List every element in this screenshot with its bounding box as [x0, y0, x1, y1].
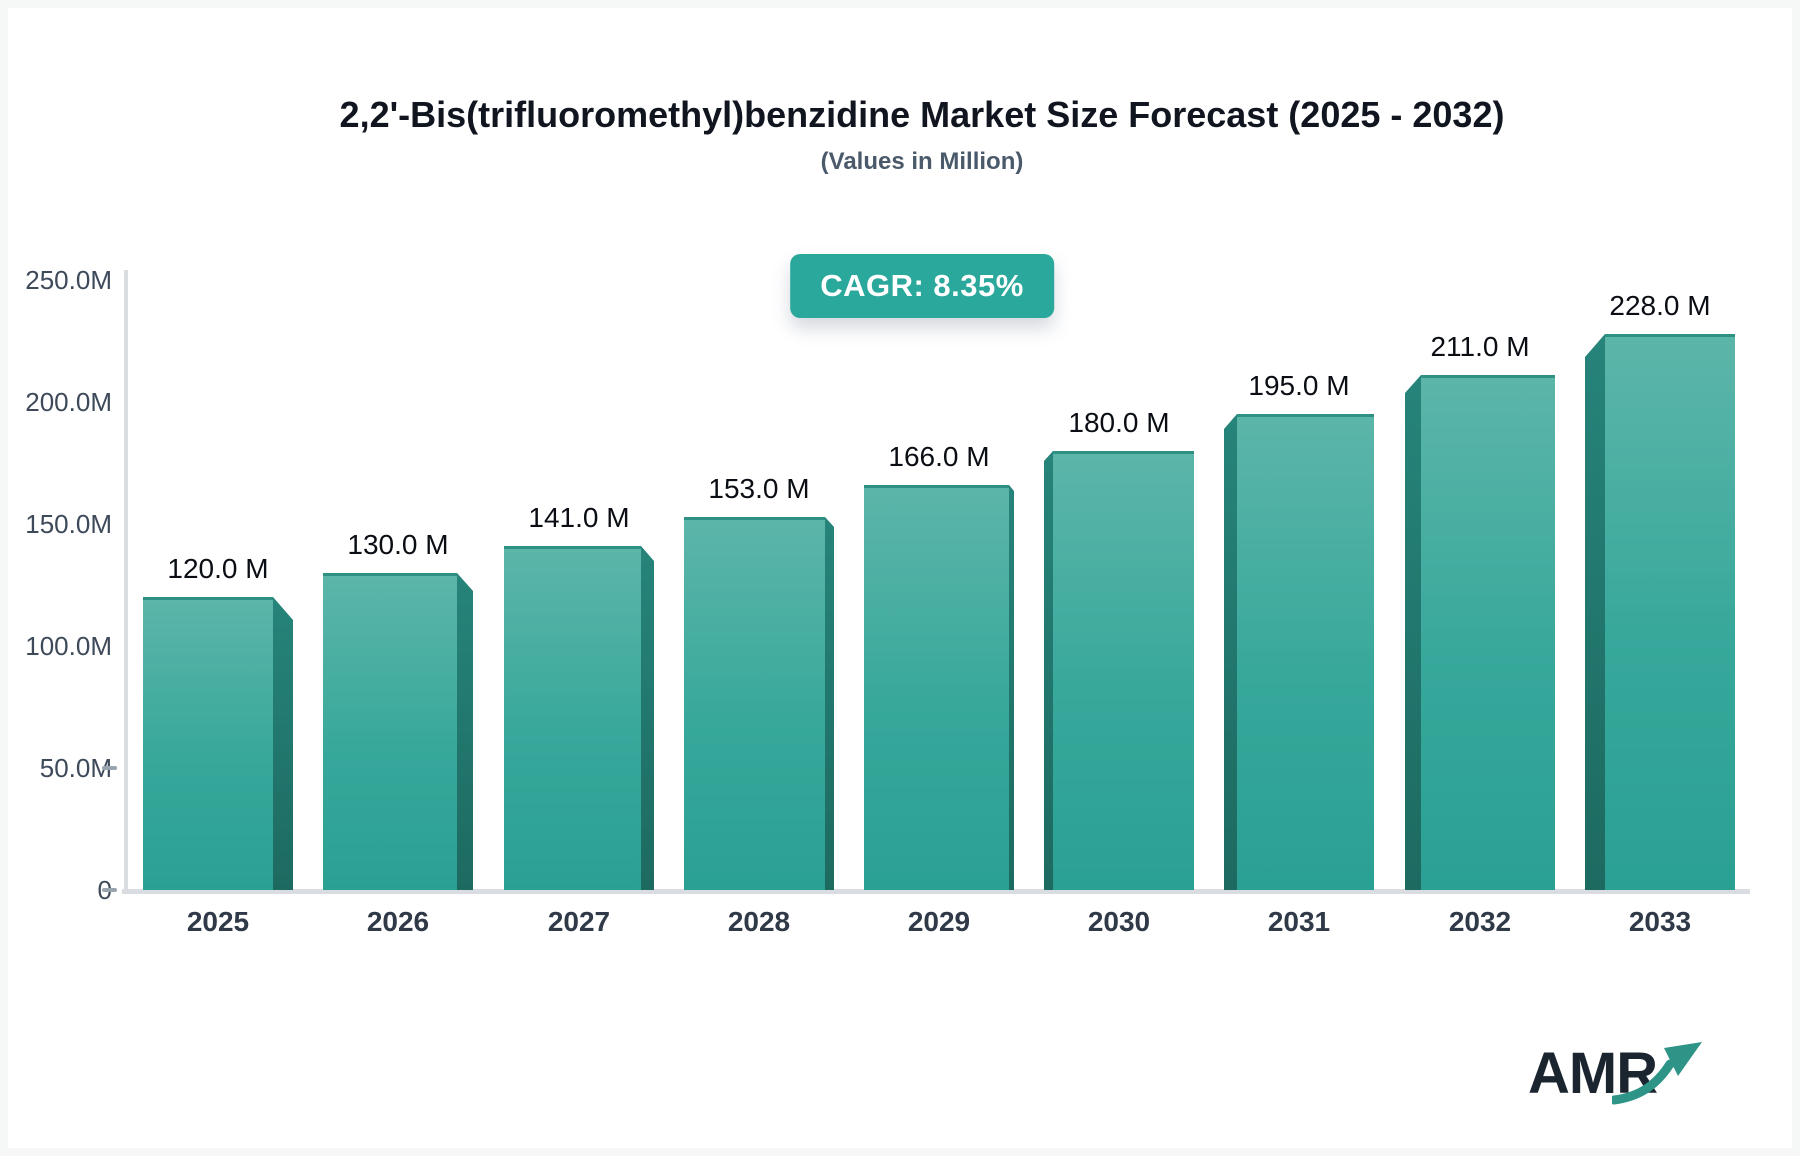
y-axis-line	[124, 270, 128, 893]
bar-value-label: 153.0 M	[708, 473, 810, 504]
plot-area: 120.0 M 130.0 M 141.0 M 153.0 M 166.0 M 180.0…	[122, 270, 1750, 894]
bar-value-label: 228.0 M	[1609, 290, 1711, 321]
bar-2025	[143, 597, 293, 890]
bar-face	[1053, 451, 1194, 890]
x-tick-label: 2031	[1267, 906, 1331, 937]
bar-side-shadow	[1405, 375, 1421, 890]
x-tick-label: 2032	[1448, 906, 1512, 937]
x-tick-label: 2028	[727, 906, 791, 937]
bar-value-label: 130.0 M	[347, 529, 449, 560]
y-tick-dash	[102, 888, 117, 892]
bar-value-label: 120.0 M	[167, 553, 269, 584]
bar-face	[684, 517, 825, 890]
amr-logo: AMR	[1528, 1032, 1718, 1122]
y-tick-label: 150.0M	[25, 509, 112, 539]
y-tick-label: 100.0M	[25, 631, 112, 661]
bar-side-shadow	[1224, 414, 1237, 890]
bar-value-label: 211.0 M	[1430, 331, 1530, 362]
y-tick-label: 0	[0, 875, 112, 905]
bar-2032	[1405, 375, 1555, 890]
growth-arrow-icon	[1612, 1042, 1702, 1105]
chart-subtitle: (Values in Million)	[820, 148, 1024, 175]
bar-value-label: 166.0 M	[888, 441, 990, 472]
x-tick-label: 2033	[1628, 906, 1692, 937]
bar-2029	[864, 485, 1014, 890]
bar-side-shadow	[457, 573, 473, 890]
bar-2033	[1585, 334, 1735, 890]
x-tick-label: 2026	[366, 906, 430, 937]
bar-face	[323, 573, 457, 890]
bar-face	[1237, 414, 1374, 890]
bar-value-label: 195.0 M	[1248, 370, 1350, 401]
bar-side-shadow	[1044, 451, 1053, 890]
x-tick-label: 2027	[547, 906, 611, 937]
bar-face	[1605, 334, 1735, 890]
bar-value-label: 141.0 M	[528, 502, 630, 533]
bar-face	[143, 597, 273, 890]
x-tick-label: 2029	[907, 906, 971, 937]
x-axis-baseline	[122, 889, 1750, 894]
bar-2031	[1224, 414, 1374, 890]
bar-side-shadow	[273, 597, 293, 890]
bar-face	[864, 485, 1009, 890]
bar-side-shadow	[641, 546, 654, 890]
bar-side-shadow	[1585, 334, 1605, 890]
bar-2026	[323, 573, 473, 890]
bar-2027	[504, 546, 654, 890]
y-tick-label: 50.0M	[39, 753, 112, 783]
y-tick-dash	[102, 766, 117, 770]
bar-2030	[1044, 451, 1194, 890]
bar-value-label: 180.0 M	[1068, 407, 1170, 438]
bar-side-shadow	[1009, 485, 1014, 890]
x-tick-label: 2025	[186, 906, 250, 937]
bar-face	[504, 546, 641, 890]
chart-title: 2,2'-Bis(trifluoromethyl)benzidine Marke…	[339, 94, 1505, 135]
bar-side-shadow	[825, 517, 834, 890]
bar-face	[1421, 375, 1555, 890]
y-tick-label: 250.0M	[25, 265, 112, 295]
x-tick-label: 2030	[1087, 906, 1151, 937]
y-tick-label: 200.0M	[25, 387, 112, 417]
cagr-badge: CAGR: 8.35%	[790, 254, 1054, 318]
bar-2028	[684, 517, 834, 890]
